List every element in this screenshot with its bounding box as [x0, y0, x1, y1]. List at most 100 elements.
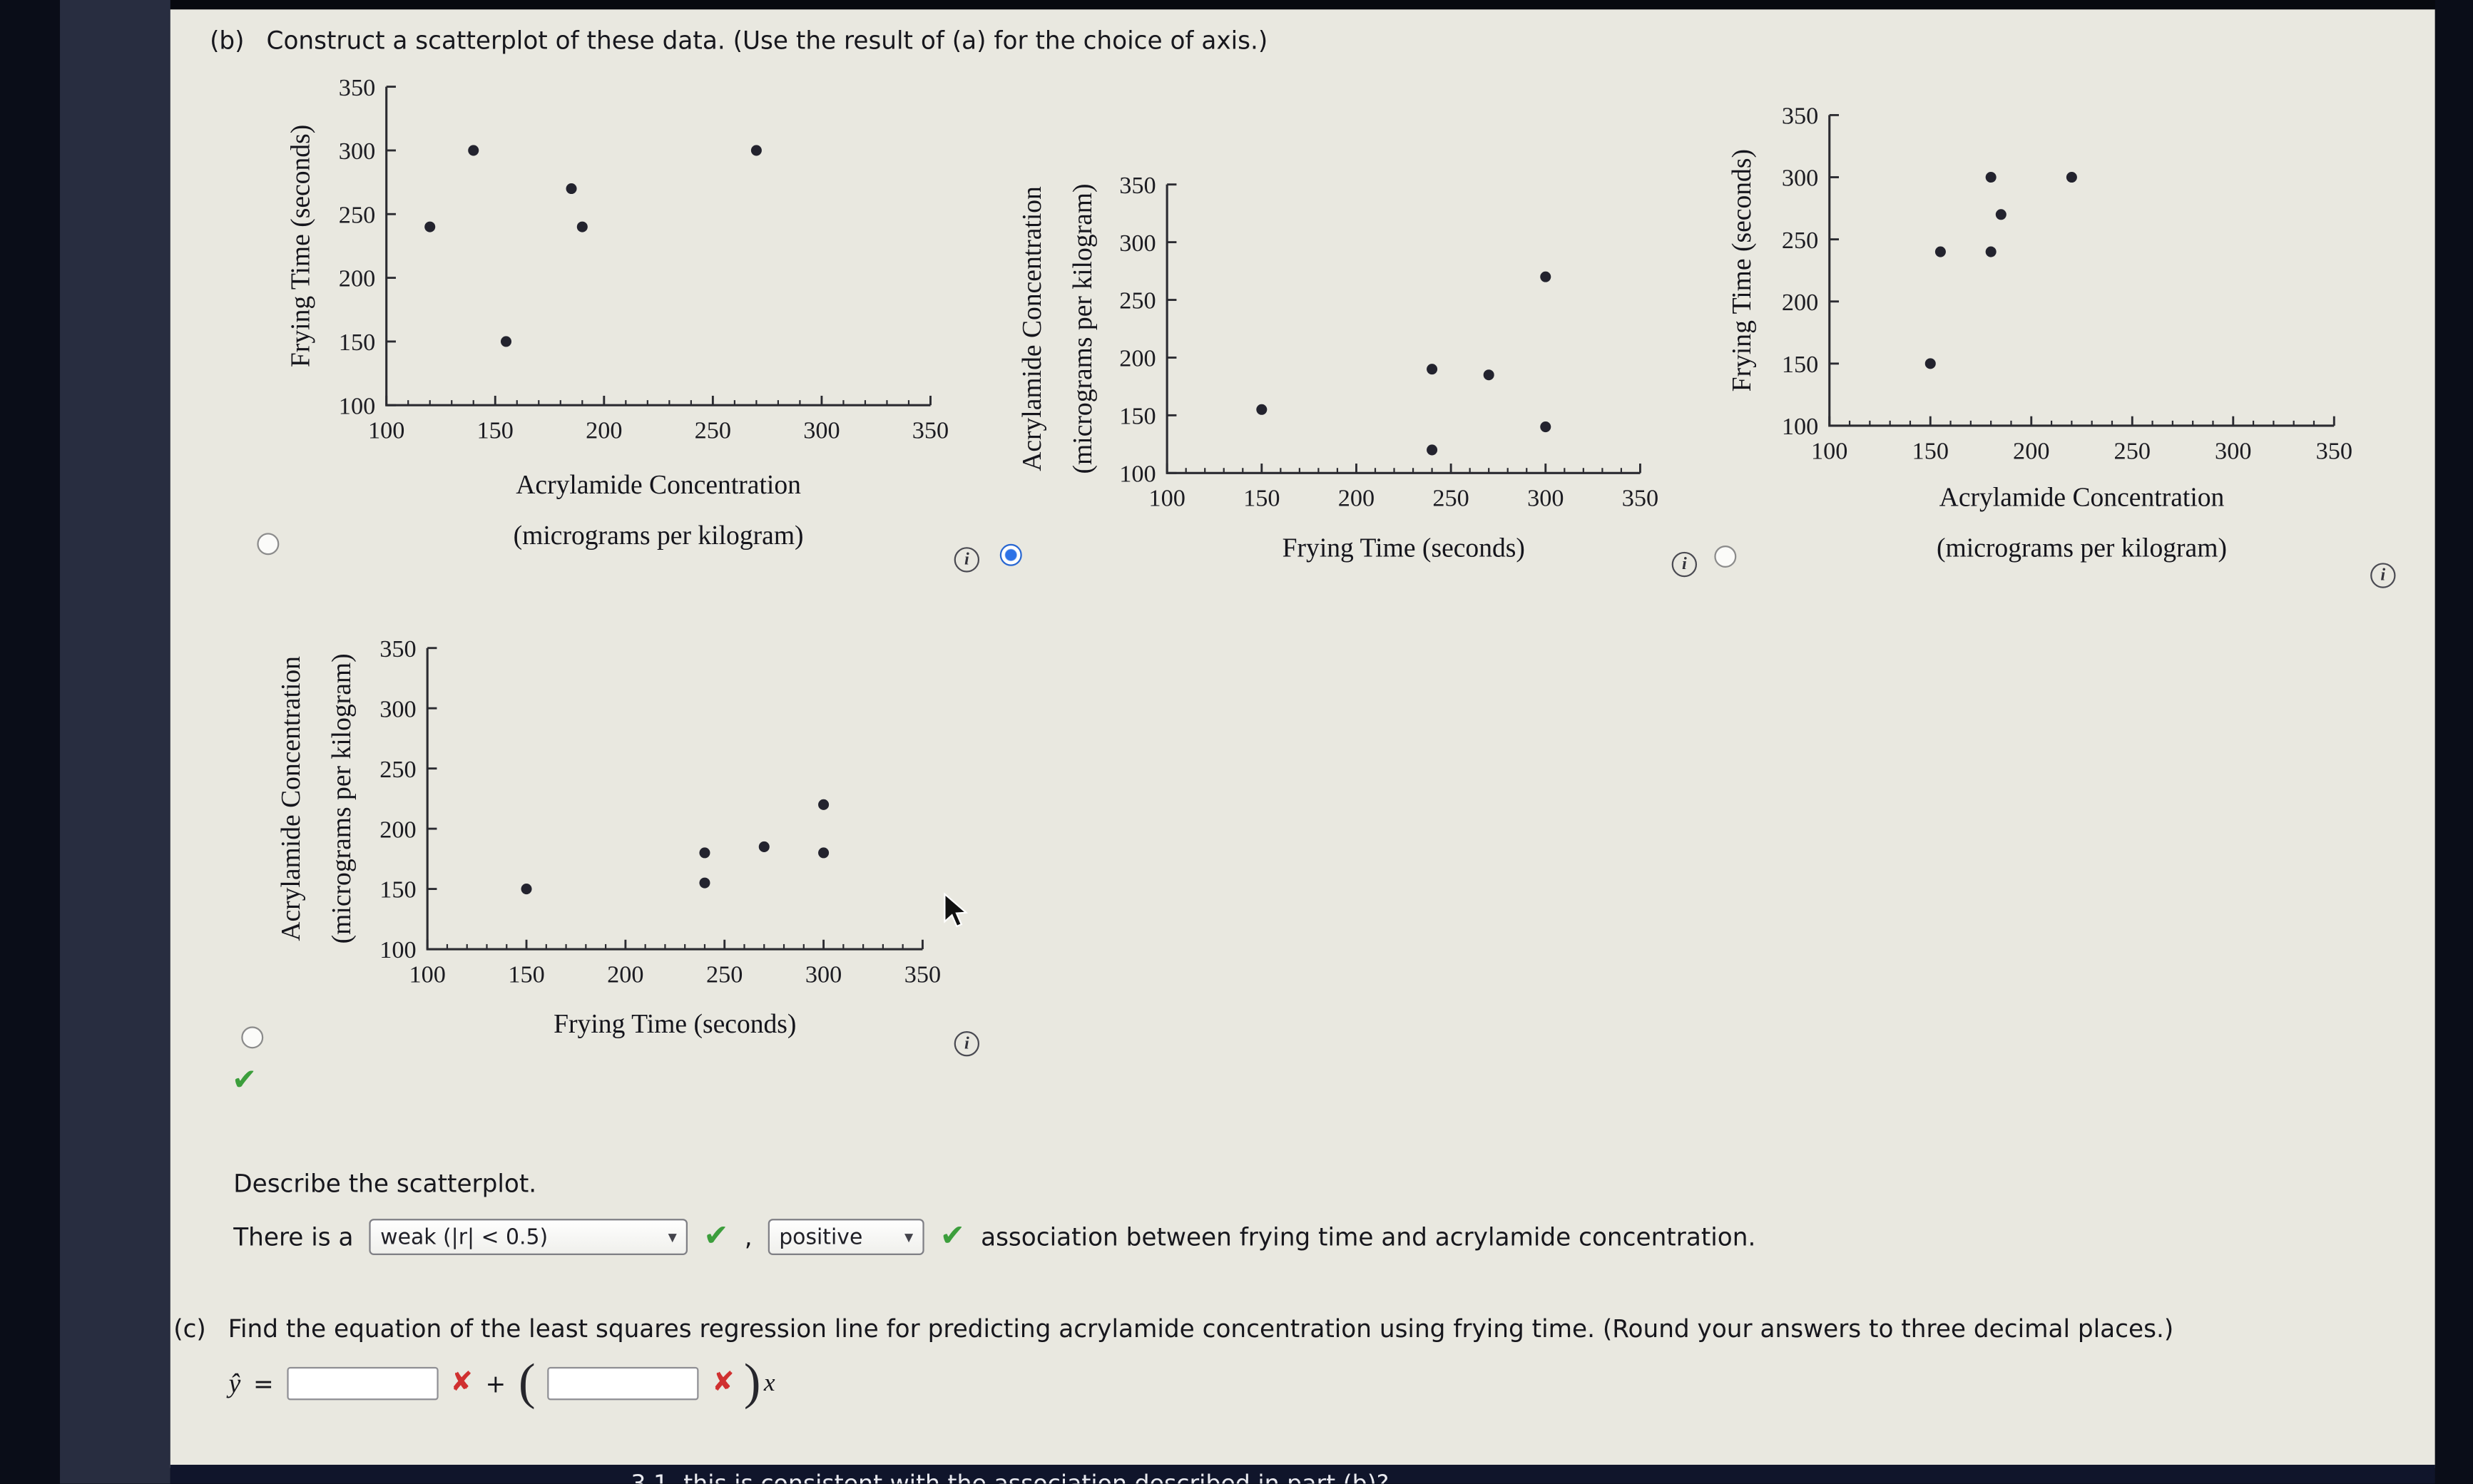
- info-icon-3[interactable]: i: [2370, 563, 2396, 588]
- svg-text:200: 200: [1782, 289, 1818, 316]
- scatterplot-option-1: 100 150 200 250 300 350 100 150 200 250 300 350 Acry…: [286, 74, 949, 551]
- svg-text:Frying Time (seconds): Frying Time (seconds): [1728, 149, 1757, 392]
- close-paren: ): [743, 1353, 761, 1410]
- window-edge-left: [0, 0, 61, 1484]
- svg-text:150: 150: [379, 876, 416, 904]
- svg-text:200: 200: [2013, 437, 2049, 464]
- svg-text:350: 350: [2316, 437, 2352, 464]
- svg-text:300: 300: [2215, 437, 2251, 464]
- svg-text:Acrylamide Concentration: Acrylamide Concentration: [1939, 483, 2225, 513]
- svg-text:150: 150: [1243, 485, 1280, 512]
- window-edge-right: [2434, 0, 2473, 1484]
- svg-text:150: 150: [508, 961, 544, 988]
- svg-text:300: 300: [803, 417, 840, 444]
- svg-text:350: 350: [1782, 103, 1818, 130]
- svg-text:300: 300: [805, 961, 842, 988]
- svg-text:Frying Time (seconds): Frying Time (seconds): [286, 125, 315, 367]
- scatterplot-option-4: 100 150 200 250 300 350 100 150 200 250 300 350 Fryi…: [277, 635, 941, 1039]
- svg-text:350: 350: [904, 961, 941, 988]
- svg-text:250: 250: [695, 417, 731, 444]
- svg-text:150: 150: [1782, 351, 1818, 378]
- svg-text:300: 300: [379, 695, 416, 722]
- svg-text:150: 150: [477, 417, 514, 444]
- chevron-down-icon: ▾: [904, 1227, 914, 1247]
- svg-text:(micrograms per kilogram): (micrograms per kilogram): [1937, 533, 2227, 563]
- describe-prefix-text: There is a: [233, 1222, 354, 1252]
- radio-option-3[interactable]: [1714, 546, 1737, 568]
- describe-answer-row: There is a weak (|r| < 0.5) ▾ ✔ , positi…: [233, 1219, 1755, 1255]
- svg-text:100: 100: [1811, 437, 1847, 464]
- svg-text:350: 350: [379, 635, 416, 662]
- svg-text:250: 250: [1119, 287, 1156, 314]
- clipped-text-line: 3.1, this is consistent with the associa…: [631, 1469, 1390, 1484]
- slope-incorrect-x-icon: ✘: [712, 1366, 735, 1399]
- direction-dropdown-value: positive: [779, 1224, 863, 1250]
- yhat-symbol: ŷ: [228, 1368, 241, 1398]
- clipped-next-line-bar: 3.1, this is consistent with the associa…: [170, 1465, 2435, 1484]
- svg-text:200: 200: [1338, 485, 1375, 512]
- comma-text: ,: [744, 1222, 753, 1252]
- radio-option-2[interactable]: [999, 543, 1022, 566]
- direction-correct-check-icon: ✔: [939, 1219, 965, 1254]
- scatterplot-option-3: 100 150 200 250 300 350 100 150 200 250 300 350 Acry…: [1728, 103, 2352, 563]
- regression-answer-row: ŷ = ✘ + ( ✘ ) x: [228, 1353, 775, 1410]
- svg-text:100: 100: [1148, 485, 1185, 512]
- intercept-input[interactable]: [286, 1366, 438, 1401]
- svg-text:150: 150: [1119, 403, 1156, 430]
- strength-dropdown[interactable]: weak (|r| < 0.5) ▾: [369, 1219, 688, 1255]
- plus-sign: +: [485, 1369, 506, 1398]
- svg-text:250: 250: [1432, 485, 1469, 512]
- question-c-line: (c) Find the equation of the least squar…: [173, 1315, 2173, 1344]
- equals-sign: =: [253, 1369, 274, 1398]
- question-b-label: (b): [210, 26, 245, 56]
- svg-text:300: 300: [1527, 485, 1564, 512]
- svg-text:(micrograms per kilogram): (micrograms per kilogram): [1069, 184, 1098, 474]
- option-group-correct-check-icon: ✔: [232, 1063, 258, 1097]
- svg-text:250: 250: [1782, 227, 1818, 254]
- svg-text:350: 350: [912, 417, 949, 444]
- strength-correct-check-icon: ✔: [703, 1219, 729, 1254]
- svg-text:(micrograms per kilogram): (micrograms per kilogram): [514, 521, 804, 551]
- svg-text:350: 350: [1622, 485, 1658, 512]
- svg-text:100: 100: [1119, 460, 1156, 487]
- radio-option-1[interactable]: [257, 533, 280, 556]
- info-icon-4[interactable]: i: [954, 1030, 980, 1057]
- open-paren: (: [518, 1353, 536, 1410]
- svg-text:300: 300: [1119, 230, 1156, 257]
- scatterplot-option-2: 100 150 200 250 300 350 100 150 200 250 300 350 Fryi…: [1018, 172, 1658, 563]
- svg-text:150: 150: [339, 329, 375, 356]
- intercept-incorrect-x-icon: ✘: [450, 1366, 473, 1399]
- svg-text:200: 200: [339, 265, 375, 292]
- svg-text:250: 250: [339, 201, 375, 228]
- svg-text:300: 300: [339, 138, 375, 165]
- svg-text:100: 100: [368, 417, 404, 444]
- svg-text:100: 100: [409, 961, 445, 988]
- radio-option-4[interactable]: [241, 1026, 264, 1049]
- svg-text:100: 100: [1782, 413, 1818, 440]
- question-b-line: (b) Construct a scatterplot of these dat…: [210, 27, 1268, 56]
- svg-text:(micrograms per kilogram): (micrograms per kilogram): [327, 653, 357, 943]
- question-c-label: (c): [173, 1314, 206, 1344]
- svg-text:Acrylamide Concentration: Acrylamide Concentration: [277, 656, 306, 941]
- svg-text:200: 200: [607, 961, 643, 988]
- svg-text:150: 150: [1912, 437, 1949, 464]
- app-sidebar-strip: [60, 0, 170, 1484]
- svg-text:Acrylamide Concentration: Acrylamide Concentration: [516, 471, 801, 500]
- slope-input[interactable]: [548, 1366, 700, 1401]
- svg-text:Acrylamide Concentration: Acrylamide Concentration: [1018, 186, 1047, 471]
- strength-dropdown-value: weak (|r| < 0.5): [380, 1224, 549, 1250]
- direction-dropdown[interactable]: positive ▾: [768, 1219, 924, 1255]
- mouse-cursor-icon: [944, 892, 969, 928]
- svg-text:250: 250: [706, 961, 743, 988]
- svg-text:Frying Time (seconds): Frying Time (seconds): [554, 1010, 796, 1039]
- describe-prompt: Describe the scatterplot.: [233, 1170, 537, 1199]
- svg-text:350: 350: [1119, 172, 1156, 199]
- question-c-text: Find the equation of the least squares r…: [228, 1314, 2174, 1344]
- describe-suffix-text: association between frying time and acry…: [981, 1222, 1756, 1252]
- info-icon-2[interactable]: i: [1671, 551, 1698, 578]
- x-variable: x: [763, 1369, 775, 1396]
- svg-text:250: 250: [379, 756, 416, 783]
- svg-text:200: 200: [379, 816, 416, 843]
- info-icon-1[interactable]: i: [954, 547, 980, 573]
